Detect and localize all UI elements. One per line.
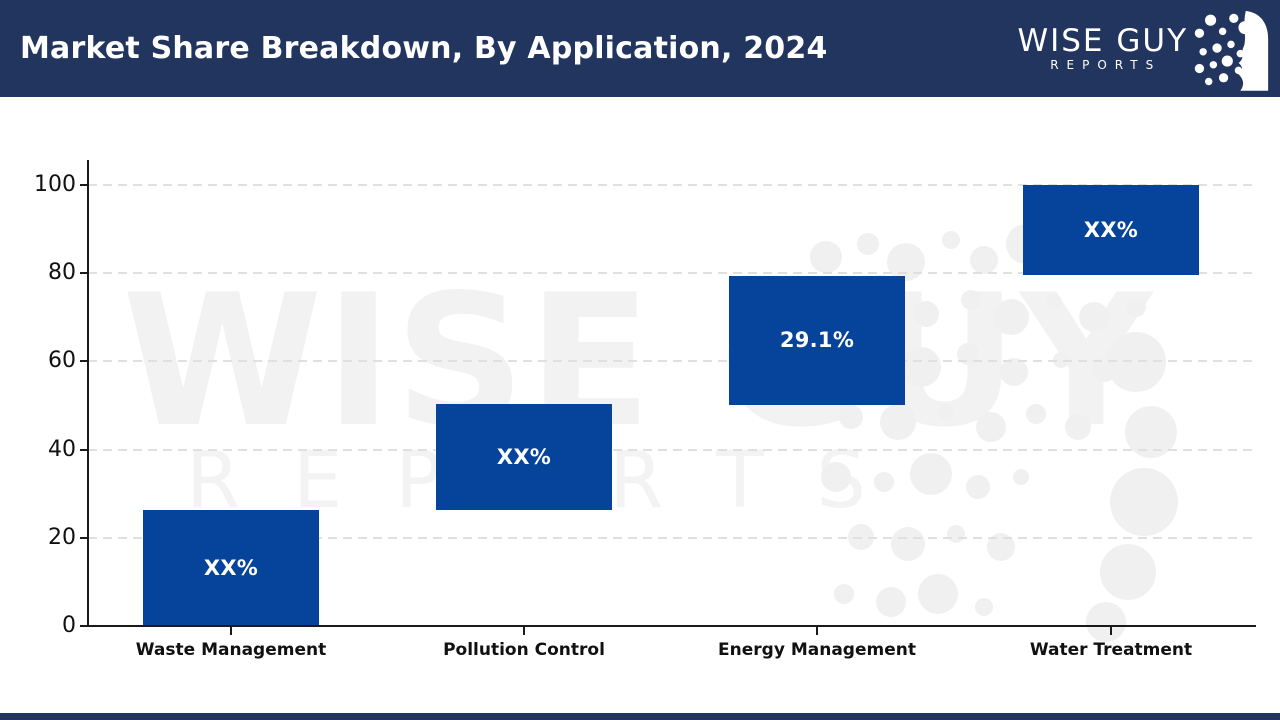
x-tick-mark: [230, 627, 232, 635]
y-tick-mark: [80, 536, 89, 539]
brand-logo: WISE GUY REPORTS: [1017, 0, 1270, 97]
bar-value-label: XX%: [203, 555, 259, 580]
x-tick-mark: [816, 627, 818, 635]
bar-value-label: XX%: [496, 444, 552, 469]
y-tick-mark: [80, 272, 89, 275]
y-tick-label: 40: [48, 436, 76, 462]
gridline-60: [88, 360, 1256, 363]
bar-water-treatment: XX%: [1023, 185, 1199, 275]
x-axis: [87, 625, 1256, 627]
x-axis-label-waste-management: Waste Management: [135, 640, 327, 660]
x-tick-mark: [523, 627, 525, 635]
bar-waste-management: XX%: [143, 509, 319, 626]
x-axis-label-energy-management: Energy Management: [718, 640, 916, 660]
bar-energy-management: 29.1%: [729, 276, 905, 405]
bar-pollution-control: XX%: [436, 404, 612, 510]
y-tick-mark: [80, 184, 89, 186]
gridline-80: [88, 272, 1256, 275]
y-tick-mark: [80, 625, 89, 627]
gridline-100: [88, 184, 1256, 186]
x-axis-label-water-treatment: Water Treatment: [1029, 640, 1193, 660]
y-tick-mark: [80, 448, 89, 451]
brand-logo-wordmark: WISE GUY: [1017, 22, 1188, 59]
header-bar: Market Share Breakdown, By Application, …: [0, 0, 1280, 97]
y-tick-mark: [80, 360, 89, 363]
bar-value-label: XX%: [1083, 218, 1139, 243]
gridline-40: [88, 448, 1256, 451]
y-tick-label: 80: [48, 260, 76, 286]
dotted-head-icon: [1194, 10, 1269, 91]
x-axis-label-pollution-control: Pollution Control: [443, 640, 605, 660]
y-tick-label: 20: [48, 524, 76, 550]
y-tick-label: 100: [34, 172, 76, 197]
footer-bar: [0, 713, 1280, 720]
brand-logo-text: WISE GUY REPORTS: [1017, 25, 1188, 73]
page-title: Market Share Breakdown, By Application, …: [20, 31, 828, 66]
brand-logo-reports: REPORTS: [1050, 58, 1162, 73]
x-tick-mark: [1110, 627, 1112, 635]
bar-value-label: 29.1%: [779, 328, 855, 353]
y-tick-label: 60: [48, 348, 76, 374]
y-tick-label: 0: [62, 613, 76, 638]
gridline-20: [88, 536, 1256, 539]
y-axis: [87, 160, 89, 627]
